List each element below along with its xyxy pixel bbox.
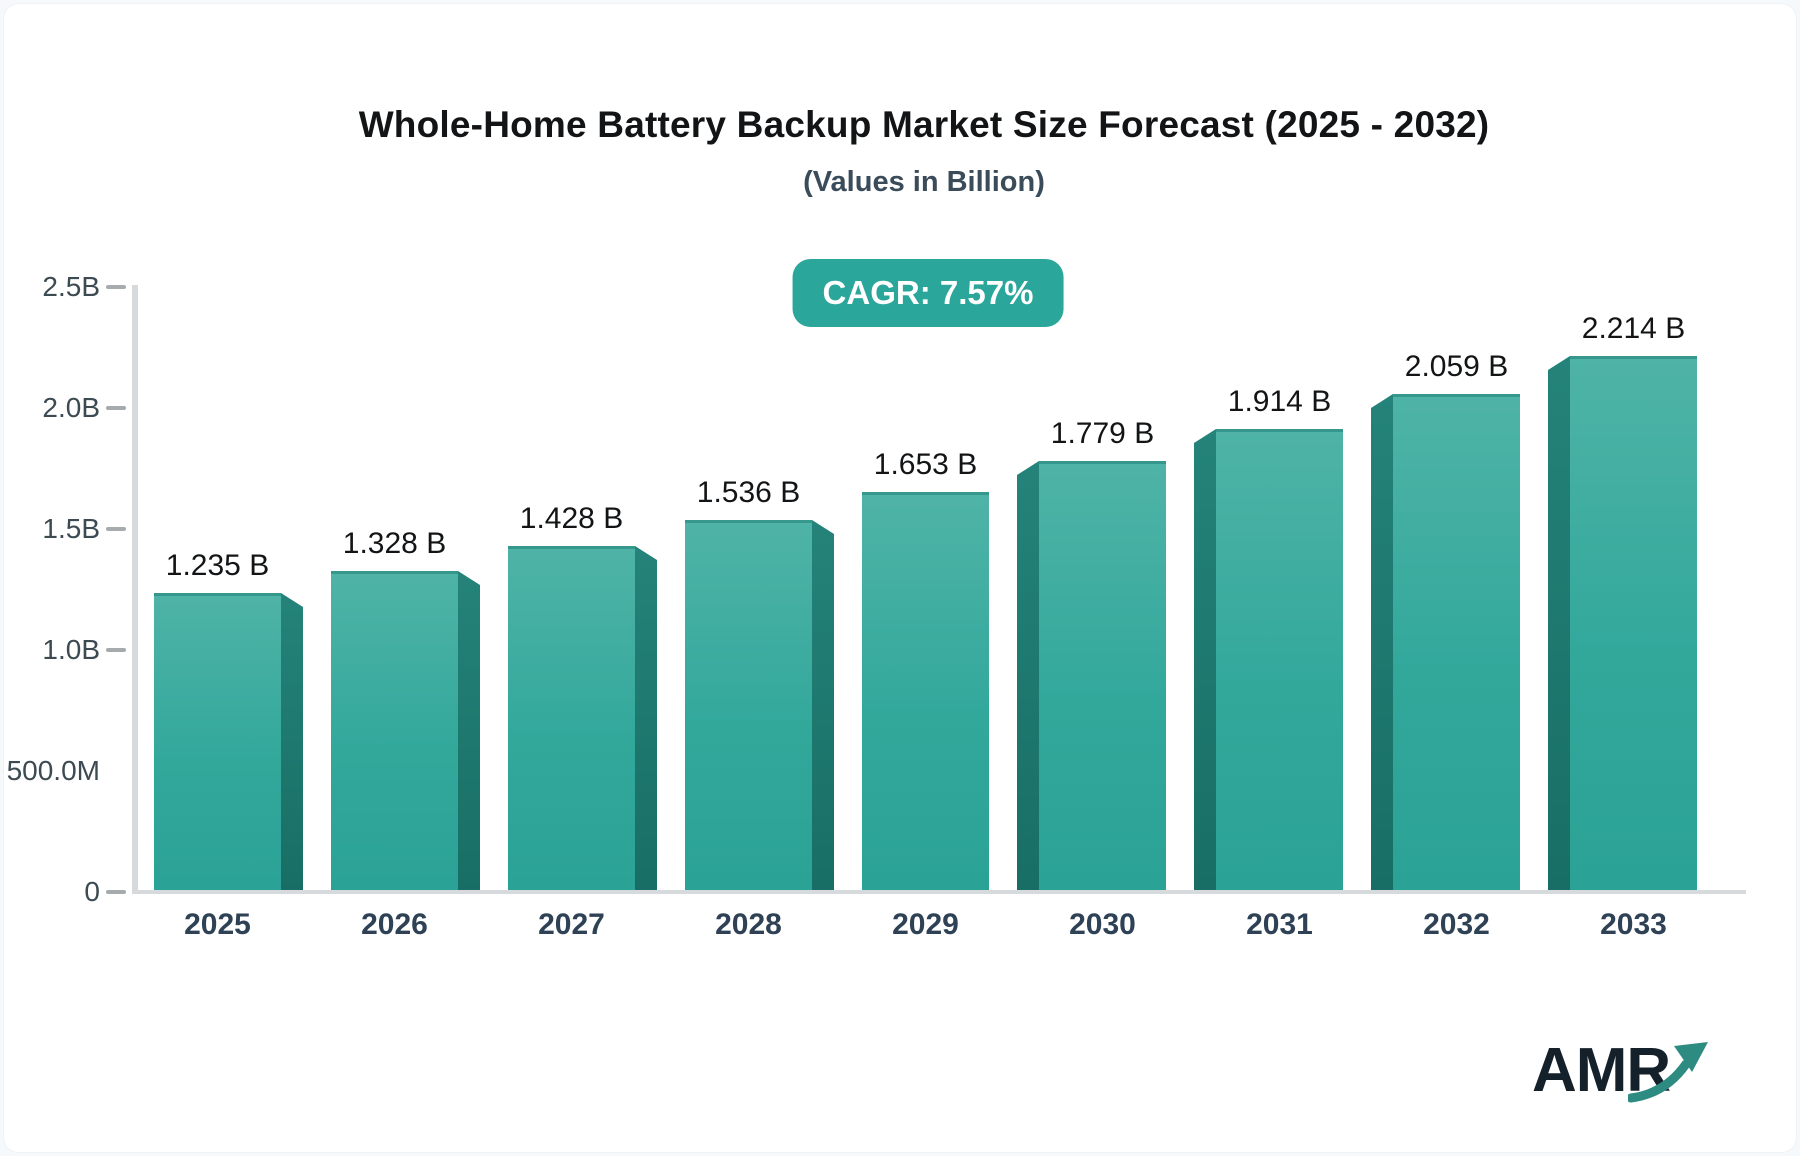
bar-front-face <box>1570 356 1697 892</box>
bar-value-label: 1.914 B <box>1227 385 1332 418</box>
bar-value-label: 2.059 B <box>1404 350 1509 383</box>
y-axis-label: 2.0B <box>42 392 100 423</box>
bar-2032 <box>1371 394 1520 892</box>
bar-2026 <box>331 571 480 892</box>
x-axis-label-2025: 2025 <box>184 908 251 941</box>
y-axis-tick <box>106 890 126 894</box>
x-axis-label-2029: 2029 <box>892 908 959 941</box>
y-axis-tick <box>106 527 126 531</box>
bar-front-face <box>1393 394 1520 892</box>
bar-2028 <box>685 520 834 892</box>
amr-logo: AMR <box>1532 1038 1732 1116</box>
bar-front-face <box>1039 461 1166 892</box>
y-axis-label: 1.5B <box>42 513 100 544</box>
y-axis-label: 0 <box>84 876 100 907</box>
y-axis-label: 500.0M <box>6 755 100 786</box>
y-axis-label: 2.5B <box>42 271 100 302</box>
bar-2031 <box>1194 429 1343 892</box>
x-axis-label-2031: 2031 <box>1246 908 1313 941</box>
bar-value-label: 2.214 B <box>1581 312 1686 345</box>
bar-value-label: 1.235 B <box>165 549 270 582</box>
chart-title: Whole-Home Battery Backup Market Size Fo… <box>358 104 1490 145</box>
bar-side-face <box>1548 356 1570 892</box>
bar-2027 <box>508 546 657 892</box>
bar-2025 <box>154 593 303 892</box>
x-axis-label-2032: 2032 <box>1423 908 1490 941</box>
y-axis-label: 1.0B <box>42 634 100 665</box>
bar-2029 <box>862 492 989 892</box>
bar-side-face <box>281 593 303 892</box>
bar-value-label: 1.779 B <box>1050 417 1155 450</box>
bar-value-label: 1.536 B <box>696 476 801 509</box>
chart-subtitle: (Values in Billion) <box>803 166 1045 198</box>
bar-side-face <box>1371 394 1393 892</box>
x-axis-label-2027: 2027 <box>538 908 605 941</box>
bar-front-face <box>508 546 635 892</box>
bar-front-face <box>862 492 989 892</box>
bar-side-face <box>1017 461 1039 892</box>
bar-side-face <box>812 520 834 892</box>
y-axis-line <box>132 285 138 894</box>
bar-value-label: 1.428 B <box>519 502 624 535</box>
chart-card: Whole-Home Battery Backup Market Size Fo… <box>3 3 1797 1153</box>
y-axis-tick <box>106 285 126 289</box>
bar-side-face <box>1194 429 1216 892</box>
bar-front-face <box>1216 429 1343 892</box>
cagr-badge: CAGR: 7.57% <box>792 259 1064 327</box>
bar-front-face <box>331 571 458 892</box>
x-axis-label-2033: 2033 <box>1600 908 1667 941</box>
y-axis-tick <box>106 648 126 652</box>
x-axis-label-2028: 2028 <box>715 908 782 941</box>
growth-arrow-icon <box>1628 1042 1708 1103</box>
x-axis-label-2026: 2026 <box>361 908 428 941</box>
bar-value-label: 1.653 B <box>873 448 978 481</box>
y-axis-tick <box>106 406 126 410</box>
bar-value-label: 1.328 B <box>342 527 447 560</box>
x-axis-line <box>132 890 1746 894</box>
bar-2030 <box>1017 461 1166 892</box>
x-axis-label-2030: 2030 <box>1069 908 1136 941</box>
bar-2033 <box>1548 356 1697 892</box>
bar-side-face <box>635 546 657 892</box>
bar-front-face <box>685 520 812 892</box>
bar-front-face <box>154 593 281 892</box>
bar-side-face <box>458 571 480 892</box>
